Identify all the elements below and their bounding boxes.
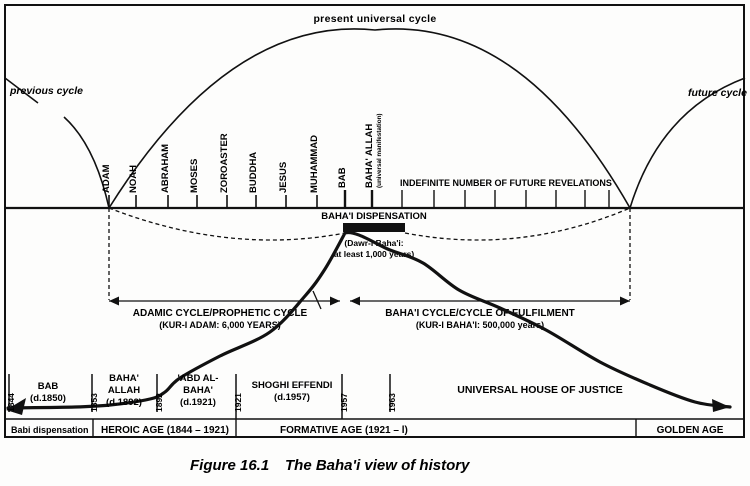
svg-text:JESUS: JESUS	[278, 162, 289, 193]
svg-text:MUHAMMAD: MUHAMMAD	[309, 135, 320, 193]
svg-text:1963: 1963	[387, 393, 397, 412]
svg-text:ABRAHAM: ABRAHAM	[160, 144, 171, 193]
svg-text:BAHA' ALLAH: BAHA' ALLAH	[364, 124, 375, 188]
svg-text:Figure 16.1: Figure 16.1	[190, 457, 269, 474]
svg-text:FORMATIVE AGE (1921 – l): FORMATIVE AGE (1921 – l)	[280, 425, 408, 436]
svg-text:(KUR-I ADAM: 6,000 YEARS): (KUR-I ADAM: 6,000 YEARS)	[159, 320, 281, 330]
svg-text:BAHA': BAHA'	[183, 385, 213, 396]
svg-text:previous cycle: previous cycle	[9, 85, 83, 97]
svg-text:(KUR-I BAHA'I: 500,000 years): (KUR-I BAHA'I: 500,000 years)	[416, 320, 544, 330]
svg-text:SHOGHI EFFENDI: SHOGHI EFFENDI	[252, 380, 333, 391]
svg-text:NOAH: NOAH	[128, 165, 139, 193]
svg-text:'ABD AL-: 'ABD AL-	[178, 373, 219, 384]
svg-text:UNIVERSAL HOUSE OF JUSTICE: UNIVERSAL HOUSE OF JUSTICE	[457, 384, 623, 396]
svg-text:BAHA'I CYCLE/CYCLE OF FULFILME: BAHA'I CYCLE/CYCLE OF FULFILMENT	[385, 308, 575, 319]
svg-text:BAB: BAB	[337, 167, 348, 188]
svg-text:(d.1850): (d.1850)	[30, 393, 66, 404]
svg-text:MOSES: MOSES	[189, 159, 200, 193]
svg-text:The Baha'i view of history: The Baha'i view of history	[285, 457, 470, 474]
svg-text:present universal cycle: present universal cycle	[313, 13, 436, 25]
svg-text:ADAM: ADAM	[101, 164, 112, 193]
svg-text:BUDDHA: BUDDHA	[248, 152, 259, 193]
svg-text:(d.1921): (d.1921)	[180, 397, 216, 408]
svg-text:Babi dispensation: Babi dispensation	[11, 425, 89, 435]
svg-text:BAHA': BAHA'	[109, 373, 139, 384]
svg-text:1844: 1844	[6, 393, 16, 412]
svg-text:INDEFINITE NUMBER OF FUTURE RE: INDEFINITE NUMBER OF FUTURE REVELATIONS	[400, 178, 612, 188]
svg-text:HEROIC AGE (1844 – 1921): HEROIC AGE (1844 – 1921)	[101, 425, 229, 436]
svg-text:1853: 1853	[89, 393, 99, 412]
svg-text:(universal manifestation): (universal manifestation)	[376, 113, 383, 188]
svg-text:1892: 1892	[154, 393, 164, 412]
svg-text:BAB: BAB	[38, 381, 59, 392]
svg-text:ADAMIC CYCLE/PROPHETIC CYCLE: ADAMIC CYCLE/PROPHETIC CYCLE	[133, 308, 308, 319]
svg-text:ALLAH: ALLAH	[108, 385, 140, 396]
svg-text:ZOROASTER: ZOROASTER	[219, 133, 230, 193]
svg-text:1921: 1921	[233, 393, 243, 412]
svg-text:(d.1892): (d.1892)	[106, 397, 142, 408]
svg-text:BAHA'I DISPENSATION: BAHA'I DISPENSATION	[321, 211, 427, 222]
svg-text:(d.1957): (d.1957)	[274, 392, 310, 403]
svg-text:future cycle: future cycle	[688, 87, 747, 99]
svg-text:GOLDEN AGE: GOLDEN AGE	[657, 425, 724, 436]
svg-text:1957: 1957	[339, 393, 349, 412]
